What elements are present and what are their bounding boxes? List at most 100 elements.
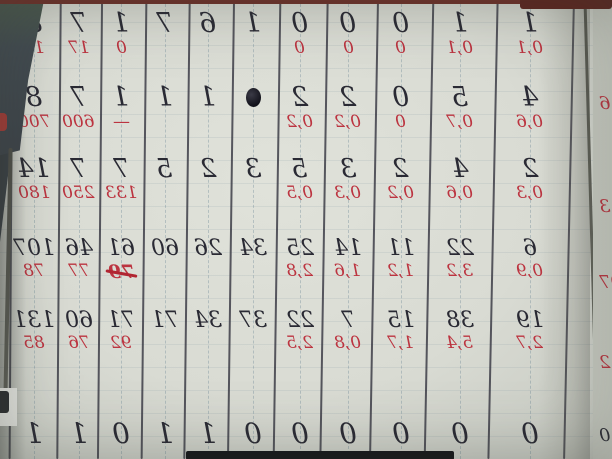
table-cell: 22 2,5 xyxy=(276,308,323,353)
black-value: 26 xyxy=(194,236,222,261)
black-value: 0 xyxy=(391,82,410,113)
under-page-sliver xyxy=(593,0,612,459)
black-value: 1 xyxy=(451,8,469,39)
black-value: 7 xyxy=(341,308,355,333)
red-value: 0,7 xyxy=(446,112,474,132)
table-cell: 2 0,2 xyxy=(373,154,428,203)
black-value: 7 xyxy=(112,154,130,184)
bottom-left-mark xyxy=(0,391,9,413)
black-value: 1 xyxy=(155,417,174,450)
photo-top-right-edge xyxy=(520,0,612,9)
black-value: 5 xyxy=(156,154,173,184)
table-cell: 0 xyxy=(428,417,492,450)
table-cell: 7 600 xyxy=(58,82,99,132)
table-cell: 2 0,2 xyxy=(323,82,373,132)
table-cell: 0 xyxy=(323,417,373,450)
red-value: 0,2 xyxy=(285,112,314,132)
table-cell: 0 xyxy=(373,417,428,450)
black-value: 60 xyxy=(150,236,179,261)
under-page-fragment: 3 xyxy=(599,196,611,217)
table-cell: 1 xyxy=(186,417,230,450)
table-cell: 7 xyxy=(143,8,186,39)
black-value: 2 xyxy=(290,82,309,113)
black-value: 5 xyxy=(451,82,469,113)
table-cell: 25 2,8 xyxy=(276,236,323,281)
red-value: 0,8 xyxy=(334,333,362,353)
grid-dashed-line xyxy=(348,4,349,459)
under-page-fragment: 6 xyxy=(599,93,611,114)
red-value: 600 xyxy=(62,112,95,132)
table-row: 131 85 60 76 71 92 71 34 37 22 2,5 7 0,8 15 1,7 38 5,4 19… xyxy=(0,308,612,382)
table-cell: 34 xyxy=(186,308,230,333)
table-cell: 11 1,2 xyxy=(373,236,428,281)
table-cell: 7 17 xyxy=(58,8,99,58)
red-value: 0,5 xyxy=(285,183,314,203)
table-cell: 37 xyxy=(230,308,276,333)
black-value: 0 xyxy=(451,417,469,450)
table-cell: 1 xyxy=(143,82,186,113)
table-cell: 61 79 xyxy=(99,236,143,283)
black-value: 1 xyxy=(155,82,174,113)
black-value: 0 xyxy=(391,8,410,39)
black-value: 0 xyxy=(339,8,357,39)
table-cell: 4 0,6 xyxy=(428,154,492,203)
black-value: 0 xyxy=(391,417,410,450)
table-cell: 7 133 xyxy=(99,154,143,203)
red-value: 0,1 xyxy=(446,38,474,58)
table-cell: 22 3,2 xyxy=(428,236,492,281)
black-value: 2 xyxy=(392,154,409,184)
black-value: 7 xyxy=(155,8,174,39)
red-value: 0 xyxy=(115,38,127,58)
red-value: 85 xyxy=(23,333,45,353)
black-value: 11 xyxy=(386,236,415,261)
black-value: 0 xyxy=(521,417,539,450)
red-value: 0,3 xyxy=(334,183,362,203)
black-value: 4 xyxy=(521,82,539,113)
red-value: 0 xyxy=(395,38,406,58)
black-value: 1 xyxy=(25,417,43,450)
grid-dashed-line xyxy=(299,4,301,459)
grid-dashed-line xyxy=(78,4,80,459)
table-cell: 38 5,4 xyxy=(428,308,492,353)
table-cell: 14 1,6 xyxy=(323,236,373,281)
table-cell: 1 xyxy=(143,417,186,450)
red-value: 3,2 xyxy=(446,261,474,281)
black-value: 8 xyxy=(25,82,43,113)
black-value: 1 xyxy=(69,417,88,450)
black-value: 2 xyxy=(521,154,539,184)
table-cell: 3 0,3 xyxy=(323,154,373,203)
black-value: 1 xyxy=(112,8,130,39)
table-cell: 26 xyxy=(186,236,230,261)
table-cell: 71 xyxy=(143,308,186,333)
ink-blot xyxy=(245,88,261,107)
black-value: 2 xyxy=(339,82,357,113)
red-value: 77 xyxy=(67,261,90,281)
table-row: 14 180 7 250 7 133 5 2 3 5 0,5 3 0,3 2 0,2 4 0,6 2 0,3 xyxy=(0,154,612,228)
black-value: 2 xyxy=(199,154,217,184)
grid-dashed-line xyxy=(121,4,122,459)
black-value: 71 xyxy=(150,308,179,333)
red-edge-mark xyxy=(0,113,7,131)
black-value: 60 xyxy=(64,308,93,333)
table-cell: 60 76 xyxy=(58,308,99,353)
red-value: 92 xyxy=(110,333,132,353)
table-cell: 15 1,7 xyxy=(373,308,428,353)
black-value: 34 xyxy=(239,236,267,261)
table-row: 107 78 46 77 61 79 60 26 34 25 2,8 14 1,6 11 1,2 22 3,2 6… xyxy=(0,236,612,310)
table-cell: 46 77 xyxy=(58,236,99,281)
table-cell: 1 xyxy=(58,417,99,450)
grid-dashed-line xyxy=(34,4,35,459)
black-value: 15 xyxy=(386,308,415,333)
red-value: 0,6 xyxy=(446,183,474,203)
black-value: 6 xyxy=(523,236,537,261)
black-value: 1 xyxy=(521,8,539,39)
black-value: 1 xyxy=(199,82,217,113)
photo-top-edge xyxy=(0,0,612,4)
black-value: 7 xyxy=(69,82,88,113)
grid-dashed-line xyxy=(530,4,531,459)
red-value: 2,5 xyxy=(285,333,314,353)
table-cell: 0 xyxy=(230,417,276,450)
